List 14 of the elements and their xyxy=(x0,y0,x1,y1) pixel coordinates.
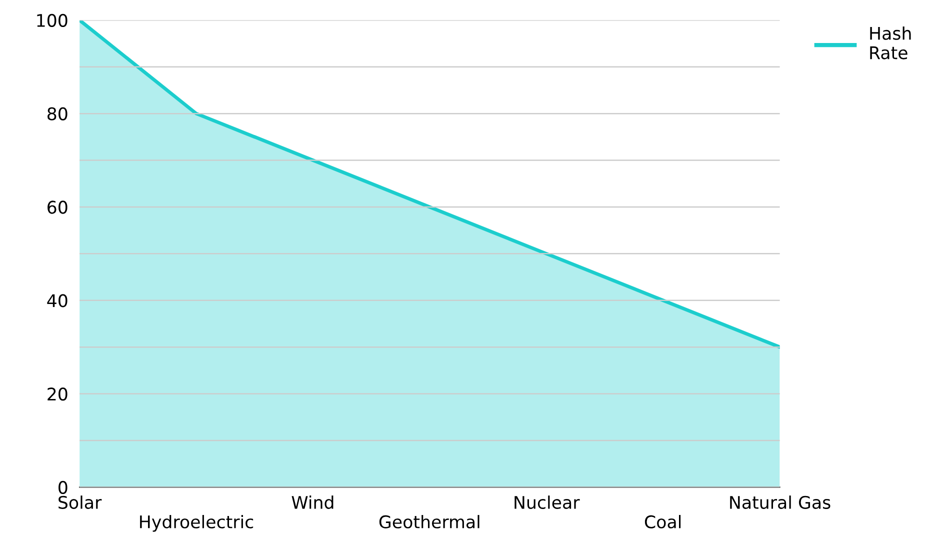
y-tick-label: 60 xyxy=(48,200,68,214)
y-tick-label: 0 xyxy=(58,480,68,494)
y-tick-label: 40 xyxy=(47,294,68,308)
legend-label: Hash Rate xyxy=(870,26,911,60)
x-tick-label: Coal xyxy=(644,514,681,528)
y-tick-label: 20 xyxy=(48,388,68,401)
x-tick-label: Nuclear xyxy=(514,496,580,509)
x-tick-label: Geothermal xyxy=(379,514,480,528)
x-tick-label: Natural Gas xyxy=(730,496,830,509)
y-tick-label: 100 xyxy=(37,14,68,28)
y-tick-label: 80 xyxy=(48,107,68,120)
x-tick-label: Solar xyxy=(58,496,102,509)
x-tick-label: Wind xyxy=(292,496,334,509)
x-tick-label: Hydroelectric xyxy=(140,514,254,532)
